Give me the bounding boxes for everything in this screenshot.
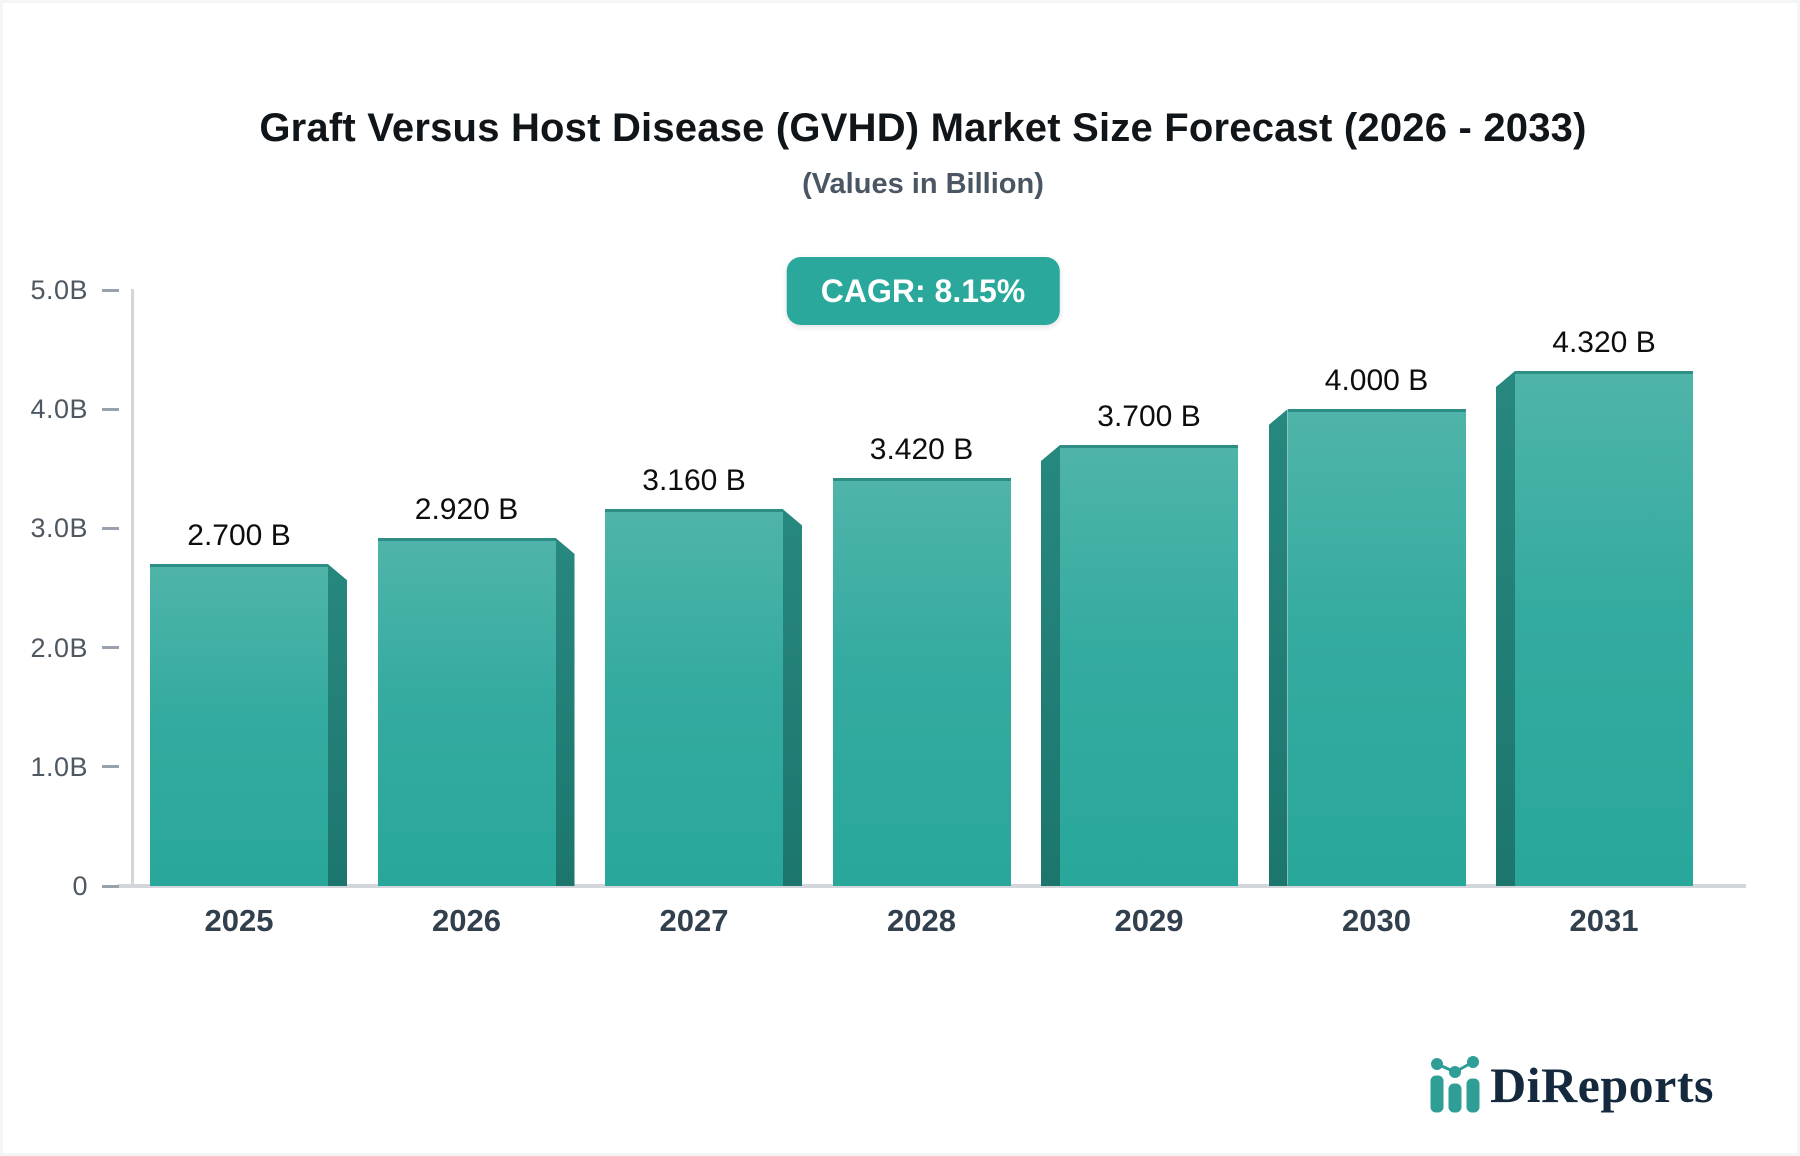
bar-value-label: 3.160 B bbox=[642, 464, 746, 498]
bar-value-label: 2.700 B bbox=[187, 519, 291, 553]
y-axis-tick bbox=[102, 884, 119, 888]
y-axis-tick bbox=[102, 288, 119, 292]
chart-title: Graft Versus Host Disease (GVHD) Market … bbox=[259, 106, 1587, 150]
bar-side-face bbox=[783, 509, 802, 886]
cagr-badge-label: CAGR: 8.15% bbox=[820, 272, 1026, 309]
bar-side-face bbox=[1268, 409, 1288, 886]
bar-side-face bbox=[555, 537, 575, 886]
bar-value-label: 4.320 B bbox=[1552, 326, 1656, 360]
bar-value-label: 3.420 B bbox=[869, 433, 974, 467]
bar-side-face bbox=[1041, 444, 1060, 886]
bar-value-label: 4.000 B bbox=[1324, 364, 1429, 398]
bar-value-label: 2.920 B bbox=[414, 492, 519, 526]
y-axis-label: 4.0B bbox=[30, 394, 88, 425]
bar-2027 bbox=[605, 509, 783, 886]
bar-2028 bbox=[832, 478, 1011, 886]
bar-2026 bbox=[377, 537, 556, 886]
direports-logo: DiReports bbox=[1428, 1056, 1714, 1114]
bar-2029 bbox=[1060, 444, 1238, 886]
x-axis-label: 2029 bbox=[1114, 903, 1184, 938]
logo-text: DiReports bbox=[1490, 1057, 1714, 1113]
bar-2031 bbox=[1515, 371, 1693, 886]
bar-side-face bbox=[328, 564, 347, 886]
chart-subtitle: (Values in Billion) bbox=[802, 168, 1044, 200]
y-axis-tick bbox=[102, 765, 119, 769]
x-axis-label: 2026 bbox=[432, 903, 501, 938]
y-axis-label: 3.0B bbox=[30, 513, 88, 544]
bar-2030 bbox=[1287, 409, 1466, 886]
x-axis-label: 2031 bbox=[1569, 903, 1639, 938]
y-axis-label: 0 bbox=[72, 871, 88, 901]
bar-line-chart-icon bbox=[1430, 1056, 1480, 1113]
x-axis-baseline bbox=[118, 884, 1746, 888]
y-axis-label: 2.0B bbox=[30, 632, 88, 663]
y-axis-line bbox=[131, 289, 134, 887]
cagr-badge: CAGR: 8.15% bbox=[786, 257, 1060, 325]
bar-2025 bbox=[150, 564, 328, 886]
y-axis-label: 5.0B bbox=[30, 275, 88, 305]
x-axis-label: 2025 bbox=[204, 903, 274, 938]
y-axis-label: 1.0B bbox=[30, 751, 88, 782]
y-axis-tick bbox=[102, 526, 119, 530]
x-axis-label: 2027 bbox=[659, 903, 729, 938]
y-axis-tick bbox=[102, 407, 119, 411]
bar-side-face bbox=[1496, 371, 1515, 886]
y-axis-tick bbox=[102, 646, 119, 650]
x-axis-label: 2028 bbox=[887, 903, 956, 938]
bar-value-label: 3.700 B bbox=[1097, 399, 1201, 433]
x-axis-label: 2030 bbox=[1342, 903, 1411, 938]
